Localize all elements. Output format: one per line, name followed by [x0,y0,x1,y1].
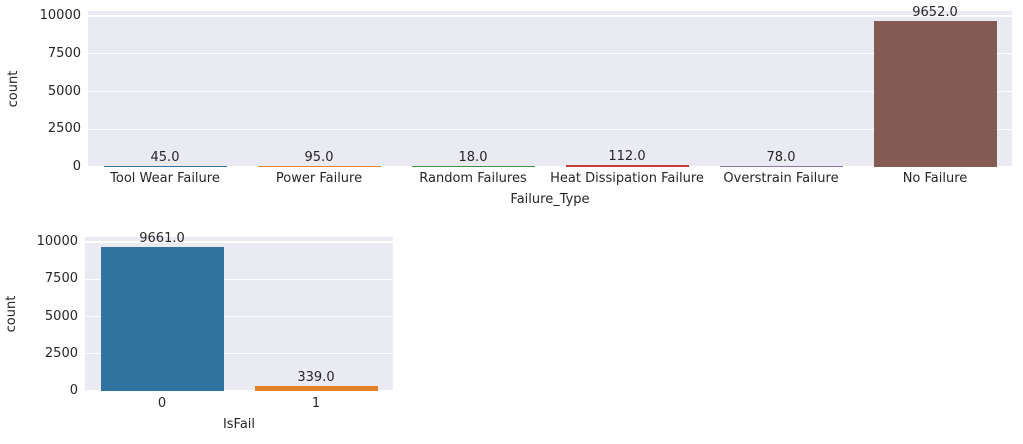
bar-value-label: 45.0 [150,150,180,165]
gridline [85,241,393,243]
gridline [88,128,1012,130]
isfail-countplot: count 9661.0 339.0 0 2500 5000 7500 10000 0 1 IsFa… [0,220,450,444]
gridline [85,278,393,280]
bar-value-label: 78.0 [766,149,796,165]
y-tick-label: 7500 [44,271,78,287]
y-tick-label: 10000 [36,234,78,249]
x-tick-label-power-failure: Power Failure [275,171,363,186]
bar-0 [100,247,224,391]
plot-area: 45.0 95.0 18.0 112.0 78.0 9652.0 [88,6,1012,167]
y-tick-label: 7500 [47,45,81,61]
y-axis-label: count [6,70,21,108]
y-tick-label: 2500 [44,345,78,361]
x-tick-label-0: 0 [157,396,167,411]
y-tick-label: 2500 [47,121,81,137]
x-tick-label-random-failures: Random Failures [419,171,527,186]
bar-no-failure [873,21,997,167]
y-tick-label: 5000 [44,308,78,324]
y-tick-label: 5000 [47,83,81,99]
x-axis-label: Failure_Type [510,192,590,207]
bar-value-label: 9652.0 [912,5,958,21]
bar-value-label: 95.0 [304,149,334,165]
y-tick-label: 0 [69,383,78,398]
y-tick-label: 10000 [39,8,81,23]
bar-heat-dissipation-failure [565,165,689,167]
bar-value-label: 112.0 [608,149,646,165]
failure-type-countplot: count 45.0 95.0 18.0 112.0 78.0 9652.0 0 2500 500… [0,0,1023,218]
bar-value-label: 9661.0 [139,231,185,247]
bar-random-failures [411,166,535,167]
bar-value-label: 18.0 [458,150,488,165]
x-tick-label-no-failure: No Failure [902,171,968,186]
x-axis-label: IsFail [222,417,256,432]
bar-1 [254,385,378,391]
gridline [85,353,393,355]
x-tick-label-heat-dissipation-failure: Heat Dissipation Failure [550,171,704,186]
gridline [88,165,1012,167]
bar-overstrain-failure [719,165,843,167]
bar-power-failure [257,165,381,167]
gridline [88,15,1012,17]
plot-area: 9661.0 339.0 [85,232,393,391]
gridline [85,389,393,391]
x-tick-label-overstrain-failure: Overstrain Failure [723,171,839,186]
bar-value-label: 339.0 [297,369,335,385]
bar-tool-wear-failure [103,166,227,167]
x-tick-label-tool-wear-failure: Tool Wear Failure [110,171,220,186]
gridline [88,90,1012,93]
gridline [88,53,1012,55]
y-tick-label: 0 [72,159,81,174]
x-tick-label-1: 1 [311,396,321,411]
gridline [85,315,393,318]
